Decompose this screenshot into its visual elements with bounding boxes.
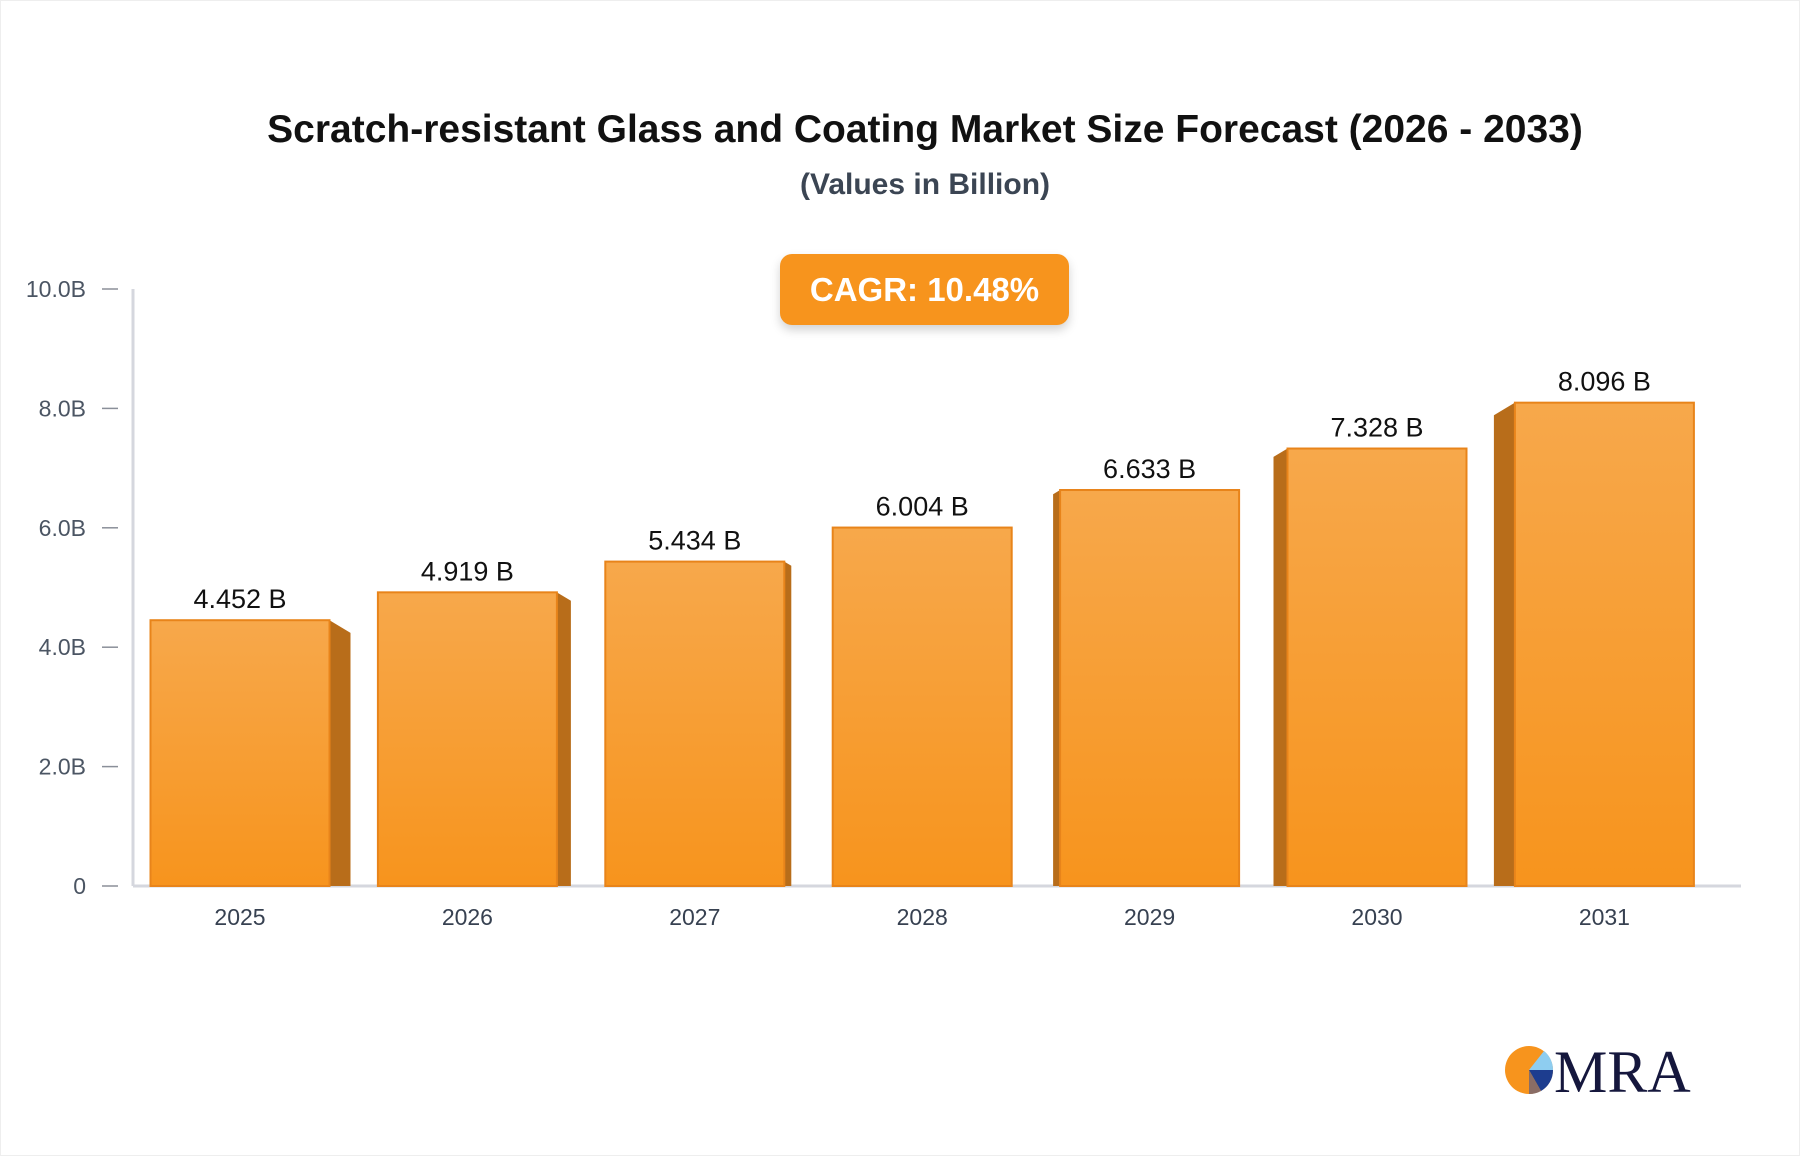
- bar-side: [1053, 490, 1061, 886]
- bar: [376, 591, 558, 887]
- x-tick-label: 2030: [1351, 904, 1402, 930]
- data-label: 8.096 B: [1558, 367, 1651, 397]
- bar-side: [1493, 402, 1515, 886]
- bar: [1059, 489, 1241, 887]
- y-tick-label: 10.0B: [26, 276, 86, 302]
- bar: [149, 619, 331, 887]
- y-tick-label: 0: [73, 873, 86, 899]
- data-label: 5.434 B: [648, 526, 741, 556]
- x-tick-label: 2028: [897, 904, 948, 930]
- data-label: 6.004 B: [876, 492, 969, 522]
- bar: [1513, 401, 1695, 887]
- x-tick-label: 2027: [669, 904, 720, 930]
- data-label: 4.452 B: [193, 584, 286, 614]
- x-tick-label: 2025: [214, 904, 265, 930]
- bar: [604, 560, 786, 887]
- bar: [1286, 447, 1468, 887]
- bar-side: [1273, 448, 1288, 886]
- y-tick-label: 8.0B: [39, 395, 86, 421]
- bar-side: [784, 561, 792, 886]
- mra-logo: MRA: [1504, 1040, 1704, 1100]
- y-tick-label: 4.0B: [39, 634, 86, 660]
- logo-pie-icon: MRA: [1505, 1040, 1691, 1100]
- y-tick-label: 2.0B: [39, 754, 86, 780]
- chart-title: Scratch-resistant Glass and Coating Mark…: [267, 108, 1583, 151]
- bar-side: [329, 620, 351, 886]
- x-tick-label: 2029: [1124, 904, 1175, 930]
- chart-subtitle: (Values in Billion): [799, 168, 1051, 201]
- data-label: 6.633 B: [1103, 454, 1196, 484]
- bar-side: [556, 592, 571, 886]
- x-tick-label: 2031: [1579, 904, 1630, 930]
- y-tick-label: 6.0B: [39, 515, 86, 541]
- cagr-badge: CAGR: 10.48%: [780, 254, 1069, 325]
- bar: [831, 526, 1013, 888]
- data-label: 4.919 B: [421, 556, 514, 586]
- logo-text: MRA: [1554, 1040, 1691, 1100]
- x-tick-label: 2026: [442, 904, 493, 930]
- data-label: 7.328 B: [1330, 413, 1423, 443]
